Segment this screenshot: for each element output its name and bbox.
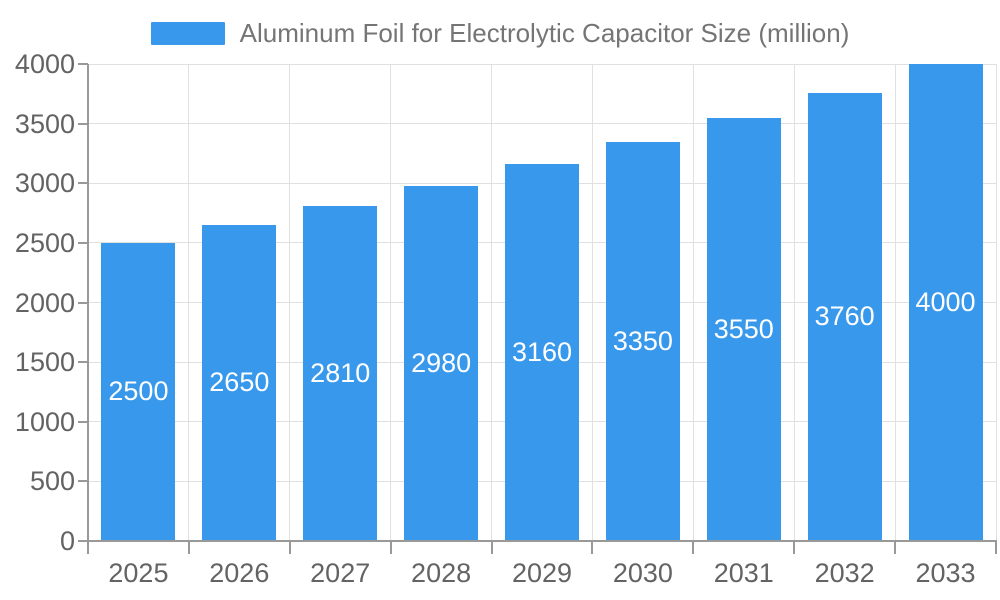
x-axis-tick [490, 541, 493, 554]
gridline-vertical [591, 64, 593, 541]
x-axis-tick [389, 541, 392, 554]
gridline-vertical [995, 64, 997, 541]
y-axis-label: 2500 [14, 227, 75, 258]
bar-2029[interactable]: 3160 [505, 164, 579, 541]
y-axis-tick [78, 361, 88, 364]
bar-value-label: 3760 [814, 301, 875, 332]
bar-2030[interactable]: 3350 [605, 141, 680, 541]
y-axis-tick [78, 122, 88, 125]
x-axis-tick [995, 541, 997, 554]
y-axis-label: 1000 [14, 406, 75, 437]
x-axis-label: 2026 [209, 558, 270, 588]
x-axis-tick [187, 541, 190, 554]
gridline-horizontal [88, 63, 996, 65]
y-axis-label: 3500 [14, 108, 75, 139]
x-axis-tick [793, 541, 796, 554]
legend-label: Aluminum Foil for Electrolytic Capacitor… [239, 17, 850, 48]
gridline-vertical [692, 64, 694, 541]
gridline-horizontal [88, 123, 996, 125]
y-axis-tick [78, 63, 88, 65]
x-axis-label: 2025 [108, 558, 169, 588]
x-axis-label: 2032 [814, 558, 875, 588]
gridline-vertical [894, 64, 896, 541]
bar-2032[interactable]: 3760 [807, 92, 882, 541]
bar-value-label: 2500 [108, 376, 169, 407]
gridline-vertical [793, 64, 795, 541]
gridline-vertical [188, 64, 190, 541]
bar-2031[interactable]: 3550 [706, 117, 781, 541]
bar-2028[interactable]: 2980 [404, 185, 479, 541]
x-axis-label: 2033 [915, 558, 976, 588]
bar-value-label: 2810 [310, 357, 371, 388]
x-axis-tick [894, 541, 897, 554]
x-axis-tick [591, 541, 594, 554]
legend-item[interactable]: Aluminum Foil for Electrolytic Capacitor… [0, 16, 1000, 50]
x-axis-tick [288, 541, 291, 554]
bar-2025[interactable]: 2500 [101, 242, 176, 541]
y-axis-tick [78, 301, 88, 304]
x-axis-line [87, 540, 997, 542]
x-axis-label: 2031 [713, 558, 774, 588]
bar-value-label: 4000 [915, 287, 976, 317]
x-axis-tick [87, 541, 89, 554]
y-axis-label: 500 [29, 466, 75, 497]
bar-value-label: 2980 [411, 347, 472, 378]
x-axis-tick [692, 541, 695, 554]
x-axis-label: 2030 [612, 558, 673, 588]
x-axis-label: 2028 [411, 558, 472, 588]
bar-value-label: 3550 [713, 313, 774, 344]
y-axis-tick [78, 182, 88, 185]
bar-value-label: 3350 [612, 325, 673, 356]
y-axis-label: 2000 [14, 287, 75, 318]
y-axis-label: 3000 [14, 168, 75, 199]
x-axis-label: 2027 [310, 558, 371, 588]
y-axis-label: 1500 [14, 347, 75, 378]
bar-value-label: 3160 [511, 337, 573, 368]
y-axis-label: 0 [59, 526, 75, 556]
gridline-vertical [289, 64, 291, 541]
y-axis-tick [78, 241, 88, 244]
bar-2026[interactable]: 2650 [202, 224, 277, 541]
legend-swatch [150, 21, 225, 45]
x-axis-label: 2029 [511, 558, 573, 588]
y-axis-label: 4000 [14, 49, 75, 79]
gridline-vertical [491, 64, 493, 541]
y-axis-tick [78, 540, 88, 542]
bar-value-label: 2650 [209, 367, 270, 398]
y-axis-tick [78, 420, 88, 423]
gridline-vertical [390, 64, 392, 541]
y-axis-tick [78, 480, 88, 483]
bar-2033[interactable]: 4000 [908, 64, 983, 541]
y-axis-line [87, 64, 89, 554]
bar-2027[interactable]: 2810 [303, 205, 378, 541]
